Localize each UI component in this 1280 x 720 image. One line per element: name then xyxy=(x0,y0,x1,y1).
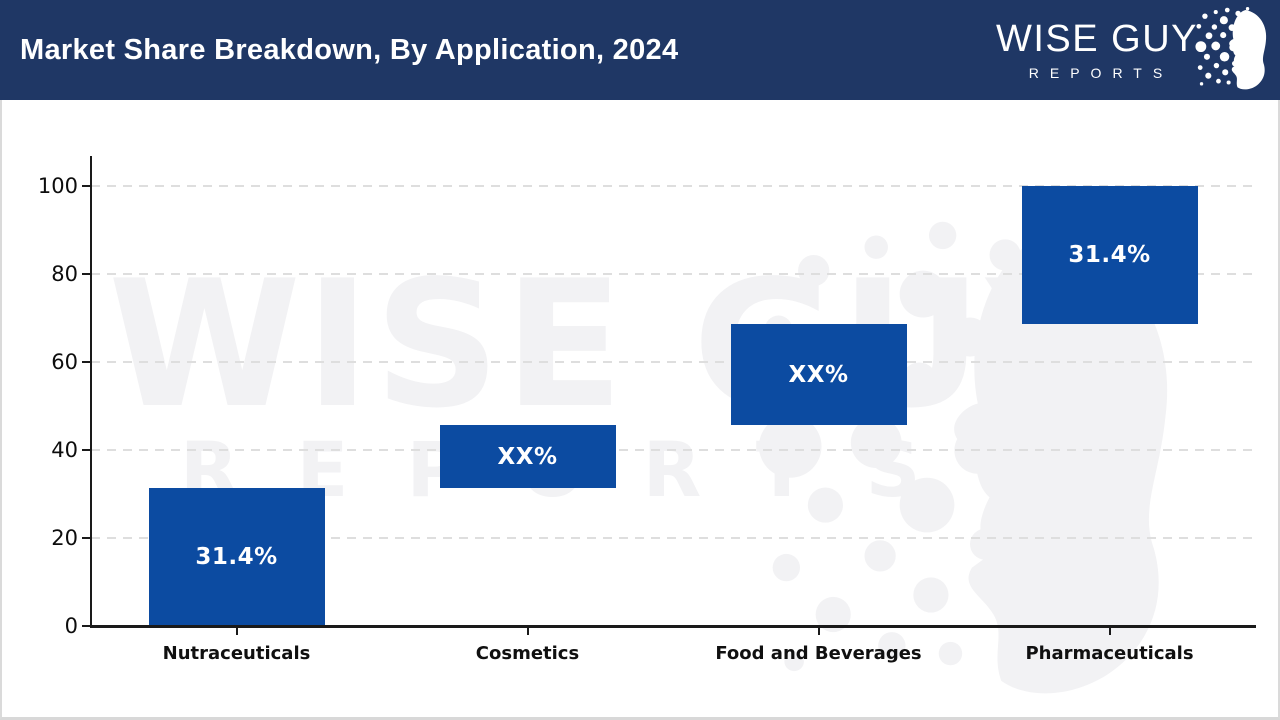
y-tick-mark xyxy=(82,361,90,363)
x-tick-mark xyxy=(235,628,238,635)
y-tick-label: 100 xyxy=(37,174,78,198)
gridline-100 xyxy=(91,185,1255,187)
y-tick-mark xyxy=(82,449,90,451)
x-tick-mark xyxy=(526,628,529,635)
logo-subtitle: REPORTS xyxy=(1028,64,1174,81)
bar-value-label: 31.4% xyxy=(1068,242,1151,269)
y-tick-label: 60 xyxy=(51,350,78,374)
gridline-80 xyxy=(91,273,1255,275)
header: Market Share Breakdown, By Application, … xyxy=(0,0,1280,100)
x-tick-mark xyxy=(1108,628,1111,635)
gridline-60 xyxy=(91,361,1255,363)
page-title: Market Share Breakdown, By Application, … xyxy=(20,33,679,66)
bar-value-label: XX% xyxy=(497,443,558,470)
y-tick-label: 20 xyxy=(51,526,78,550)
x-category-label: Nutraceuticals xyxy=(162,643,311,664)
y-axis xyxy=(90,156,92,628)
x-category-label: Pharmaceuticals xyxy=(1025,643,1194,664)
y-tick-mark xyxy=(82,185,90,187)
wiseguy-logo: WISE GUY REPORTS xyxy=(996,6,1270,94)
bar-value-label: XX% xyxy=(788,361,849,388)
y-tick-label: 0 xyxy=(64,614,78,638)
bar-value-label: 31.4% xyxy=(195,543,278,570)
chart-area: WISE GUY REPORTS 02040608010031.4%Nutrac… xyxy=(0,100,1280,720)
x-category-label: Cosmetics xyxy=(475,643,580,664)
bar-cosmetics: XX% xyxy=(439,425,616,488)
bar-food-and-beverages: XX% xyxy=(730,324,907,426)
x-axis xyxy=(90,625,1256,628)
y-tick-mark xyxy=(82,273,90,275)
gridline-20 xyxy=(91,537,1255,539)
y-tick-label: 80 xyxy=(51,262,78,286)
gridline-40 xyxy=(91,449,1255,451)
watermark-text: WISE GUY xyxy=(108,244,1118,447)
wiseguy-face-icon xyxy=(1194,6,1270,94)
wiseguy-logo-text: WISE GUY REPORTS xyxy=(996,20,1198,81)
bar-nutraceuticals: 31.4% xyxy=(148,487,325,626)
y-tick-label: 40 xyxy=(51,438,78,462)
x-tick-mark xyxy=(817,628,820,635)
logo-wordmark: WISE GUY xyxy=(995,17,1198,60)
x-category-label: Food and Beverages xyxy=(715,643,922,664)
y-tick-mark xyxy=(82,625,90,627)
y-tick-mark xyxy=(82,537,90,539)
bar-pharmaceuticals: 31.4% xyxy=(1021,186,1198,325)
